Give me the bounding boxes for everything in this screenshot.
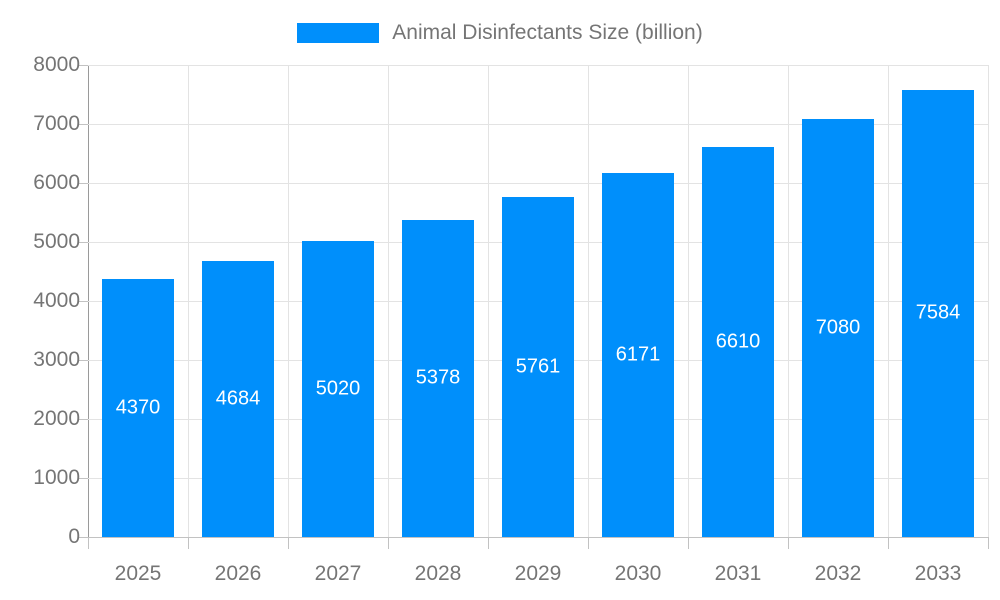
bar-value-label: 6610 (715, 330, 761, 353)
y-tick-mark (78, 477, 88, 479)
bar: 5020 (302, 240, 374, 537)
x-tick-mark (987, 537, 989, 549)
bar: 5378 (402, 219, 474, 537)
bar: 7080 (802, 119, 874, 537)
y-tick-label: 1000 (33, 466, 80, 489)
x-tick-label: 2025 (114, 562, 162, 585)
y-tick-label: 7000 (33, 112, 80, 135)
y-tick-mark (78, 64, 88, 66)
x-gridline (287, 65, 289, 537)
x-tick-mark (187, 537, 189, 549)
bar-value-label: 7080 (815, 316, 861, 339)
y-gridline (88, 536, 988, 538)
x-gridline (787, 65, 789, 537)
y-tick-label: 4000 (33, 289, 80, 312)
y-tick-mark (78, 536, 88, 538)
x-tick-label: 2026 (214, 562, 262, 585)
y-tick-mark (78, 241, 88, 243)
y-tick-label: 5000 (33, 230, 80, 253)
bar: 5761 (502, 197, 574, 537)
y-tick-label: 0 (68, 525, 80, 548)
x-tick-mark (487, 537, 489, 549)
bar-value-label: 5378 (415, 366, 461, 389)
bar: 7584 (902, 89, 974, 537)
y-tick-label: 3000 (33, 348, 80, 371)
x-tick-mark (587, 537, 589, 549)
legend: Animal Disinfectants Size (billion) (0, 21, 1000, 45)
bar-value-label: 7584 (915, 301, 961, 324)
x-gridline (387, 65, 389, 537)
x-tick-label: 2032 (814, 562, 862, 585)
x-tick-mark (887, 537, 889, 549)
x-tick-mark (87, 537, 89, 549)
plot-area: 0 1000 2000 3000 4000 5000 6000 7000 8000 2025 437… (33, 53, 989, 585)
bar-value-label: 4684 (215, 387, 261, 410)
y-tick-mark (78, 300, 88, 302)
x-tick-mark (687, 537, 689, 549)
x-gridline (687, 65, 689, 537)
x-tick-mark (287, 537, 289, 549)
x-tick-mark (787, 537, 789, 549)
x-tick-label: 2029 (514, 562, 562, 585)
x-gridline (487, 65, 489, 537)
bar-value-label: 4370 (115, 396, 161, 419)
x-tick-label: 2030 (614, 562, 662, 585)
y-tick-mark (78, 359, 88, 361)
x-gridline (187, 65, 189, 537)
y-tick-mark (78, 418, 88, 420)
y-gridline (88, 182, 988, 184)
bar-value-label: 6171 (615, 343, 661, 366)
x-gridline (587, 65, 589, 537)
y-tick-label: 6000 (33, 171, 80, 194)
x-tick-label: 2027 (314, 562, 362, 585)
bar: 6171 (602, 172, 674, 537)
bar: 4684 (202, 260, 274, 537)
x-tick-label: 2033 (914, 562, 962, 585)
bar-value-label: 5761 (515, 355, 561, 378)
legend-label: Animal Disinfectants Size (billion) (392, 21, 703, 44)
x-tick-label: 2028 (414, 562, 462, 585)
x-tick-mark (387, 537, 389, 549)
y-gridline (88, 123, 988, 125)
y-gridline (88, 64, 988, 66)
y-axis-line (87, 65, 89, 548)
x-gridline (987, 65, 989, 537)
y-tick-mark (78, 123, 88, 125)
x-tick-label: 2031 (714, 562, 762, 585)
x-gridline (887, 65, 889, 537)
bar-value-label: 5020 (315, 377, 361, 400)
y-tick-label: 2000 (33, 407, 80, 430)
bar: 6610 (702, 147, 774, 537)
y-tick-label: 8000 (33, 53, 80, 76)
y-tick-mark (78, 182, 88, 184)
bar: 4370 (102, 279, 174, 537)
legend-swatch (297, 23, 380, 43)
